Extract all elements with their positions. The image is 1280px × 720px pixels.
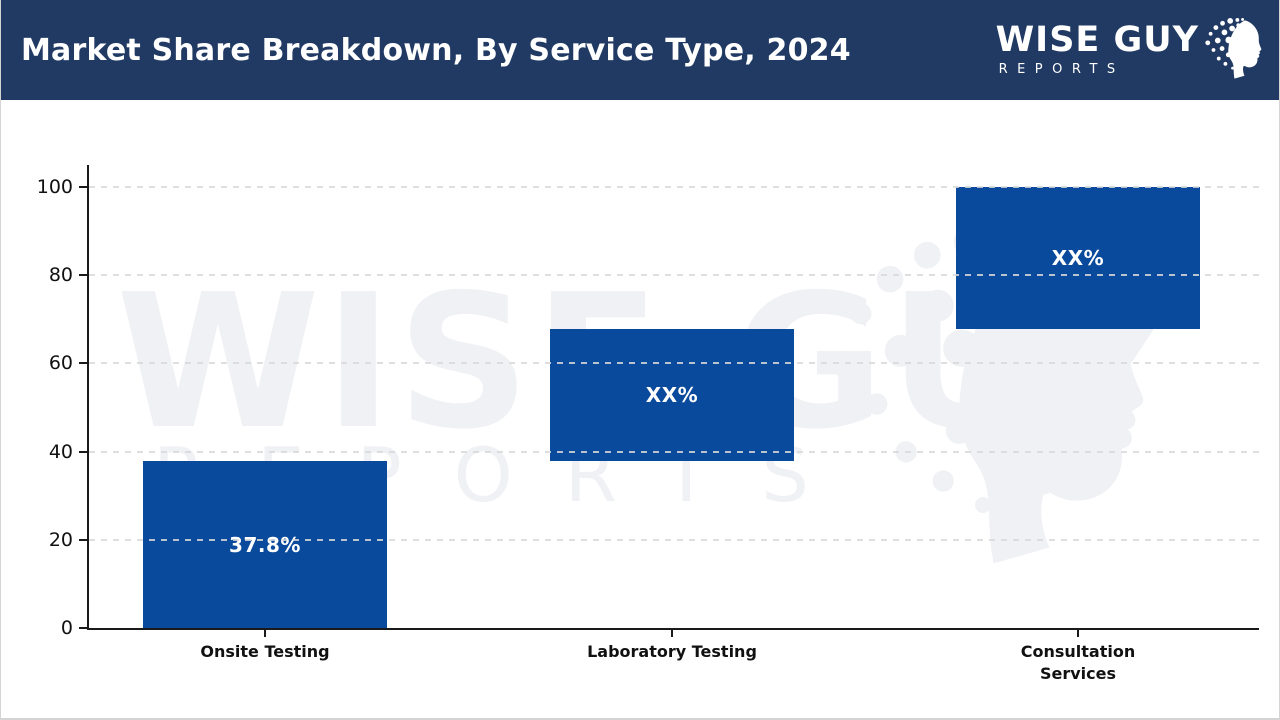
y-tick-mark — [79, 538, 87, 541]
bar-value-label: XX% — [1051, 246, 1105, 271]
bar-segment: XX% — [956, 187, 1200, 330]
y-tick-label: 100 — [36, 176, 73, 198]
plot: 0 20 40 60 80 100 37.8% Onsite Testing XX% Labora… — [1, 100, 1279, 718]
chart-area: WISE GUY REPORTS 02040608010037.8%Onsite… — [1, 100, 1279, 718]
logo-subtitle: REPORTS — [998, 62, 1125, 77]
bar-segment: XX% — [550, 329, 794, 462]
x-tick-mark — [671, 630, 673, 637]
dotted-head-profile-icon — [1203, 10, 1265, 90]
gridline — [89, 274, 1259, 277]
bar-value-label: XX% — [645, 383, 699, 408]
gridline — [89, 450, 1259, 453]
gridline — [89, 362, 1259, 365]
logo-wordmark: WISE GUY — [995, 20, 1199, 60]
chart-title: Market Share Breakdown, By Service Type,… — [21, 32, 851, 68]
x-tick-mark — [1077, 630, 1079, 637]
y-tick-label: 40 — [48, 440, 73, 463]
category-label: Onsite Testing — [200, 642, 330, 661]
header-bar: Market Share Breakdown, By Service Type,… — [1, 0, 1279, 100]
gridline — [89, 186, 1259, 188]
gridline — [89, 538, 1259, 541]
y-tick-label: 60 — [48, 352, 73, 375]
y-tick-mark — [79, 362, 87, 365]
y-axis-line — [87, 165, 89, 630]
wise-guy-logo: WISE GUY REPORTS — [996, 10, 1265, 90]
y-tick-label: 20 — [48, 528, 73, 551]
logo-text-block: WISE GUY REPORTS — [995, 20, 1199, 78]
bar-value-label: 37.8% — [229, 532, 301, 557]
y-tick-mark — [79, 627, 87, 629]
y-tick-mark — [79, 274, 87, 277]
bar-segment: 37.8% — [143, 461, 387, 628]
x-axis-line — [87, 628, 1259, 630]
category-label: Laboratory Testing — [587, 642, 757, 661]
y-tick-label: 0 — [60, 617, 73, 639]
category-label: Consultation Services — [1020, 642, 1136, 683]
y-tick-label: 80 — [48, 264, 73, 287]
y-tick-mark — [79, 450, 87, 453]
y-tick-mark — [79, 186, 87, 188]
x-tick-mark — [264, 630, 266, 637]
